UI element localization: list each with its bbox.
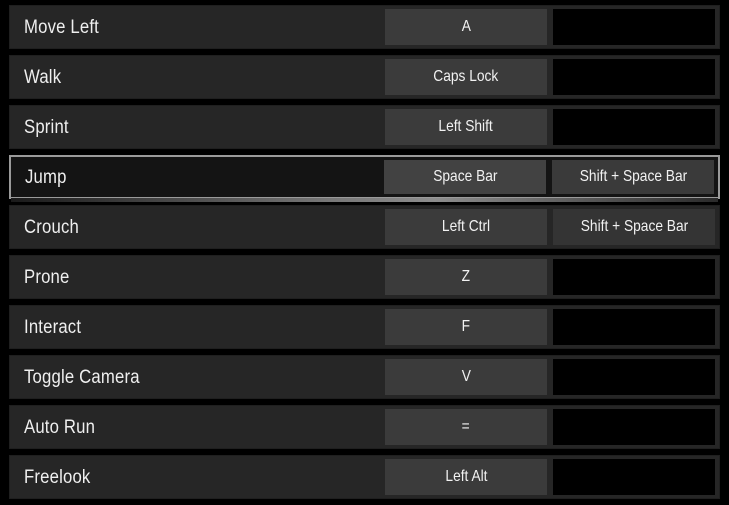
action-name-cell: Freelook — [10, 456, 385, 498]
action-label: Prone — [24, 266, 70, 288]
keybind-row[interactable]: Crouch Left Ctrl Shift + Space Bar — [9, 205, 720, 249]
keybind-row[interactable]: Auto Run = — [9, 405, 720, 449]
action-label: Crouch — [24, 216, 79, 238]
primary-key-label: F — [461, 318, 471, 335]
action-label: Jump — [25, 166, 67, 188]
alternate-key-button[interactable] — [553, 59, 715, 95]
keybind-row[interactable]: Walk Caps Lock — [9, 55, 720, 99]
action-label: Move Left — [24, 16, 100, 38]
primary-key-label: = — [461, 418, 471, 435]
keybind-row[interactable]: Move Left A — [9, 5, 720, 49]
keybind-row[interactable]: Interact F — [9, 305, 720, 349]
action-name-cell: Move Left — [10, 6, 385, 48]
alternate-key-button[interactable] — [553, 359, 715, 395]
action-name-cell: Sprint — [10, 106, 385, 148]
primary-key-label: Left Shift — [438, 118, 494, 135]
action-name-cell: Interact — [10, 306, 385, 348]
primary-key-button[interactable]: Caps Lock — [385, 59, 547, 95]
action-label: Toggle Camera — [24, 366, 140, 388]
primary-key-label: Left Alt — [444, 468, 488, 485]
primary-key-button[interactable]: Left Shift — [385, 109, 547, 145]
action-name-cell: Prone — [10, 256, 385, 298]
primary-key-button[interactable]: Space Bar — [384, 160, 546, 194]
primary-key-button[interactable]: A — [385, 9, 547, 45]
action-label: Walk — [24, 66, 62, 88]
keybind-row[interactable]: Sprint Left Shift — [9, 105, 720, 149]
primary-key-label: Z — [461, 268, 471, 285]
alternate-key-button[interactable]: Shift + Space Bar — [553, 209, 715, 245]
primary-key-label: V — [461, 368, 471, 385]
action-label: Freelook — [24, 466, 91, 488]
primary-key-label: Left Ctrl — [441, 218, 491, 235]
primary-key-button[interactable]: Left Ctrl — [385, 209, 547, 245]
action-name-cell: Toggle Camera — [10, 356, 385, 398]
primary-key-label: Space Bar — [432, 168, 498, 185]
action-name-cell: Jump — [11, 157, 384, 197]
alternate-key-button[interactable] — [553, 459, 715, 495]
primary-key-label: Caps Lock — [433, 68, 499, 85]
primary-key-button[interactable]: V — [385, 359, 547, 395]
primary-key-button[interactable]: Left Alt — [385, 459, 547, 495]
keybind-row[interactable]: Toggle Camera V — [9, 355, 720, 399]
action-label: Sprint — [24, 116, 69, 138]
keybind-row[interactable]: Prone Z — [9, 255, 720, 299]
keybind-row[interactable]: Freelook Left Alt — [9, 455, 720, 499]
keybind-row[interactable]: Jump Space Bar Shift + Space Bar — [9, 155, 720, 202]
alternate-key-button[interactable] — [553, 309, 715, 345]
action-name-cell: Crouch — [10, 206, 385, 248]
primary-key-button[interactable]: F — [385, 309, 547, 345]
action-label: Auto Run — [24, 416, 96, 438]
action-label: Interact — [24, 316, 82, 338]
primary-key-label: A — [461, 18, 471, 35]
alternate-key-button[interactable] — [553, 109, 715, 145]
alternate-key-label: Shift + Space Bar — [580, 218, 688, 235]
alternate-key-label: Shift + Space Bar — [579, 168, 687, 185]
alternate-key-button[interactable] — [553, 9, 715, 45]
alternate-key-button[interactable] — [553, 259, 715, 295]
primary-key-button[interactable]: Z — [385, 259, 547, 295]
action-name-cell: Auto Run — [10, 406, 385, 448]
action-name-cell: Walk — [10, 56, 385, 98]
alternate-key-button[interactable]: Shift + Space Bar — [552, 160, 714, 194]
alternate-key-button[interactable] — [553, 409, 715, 445]
primary-key-button[interactable]: = — [385, 409, 547, 445]
